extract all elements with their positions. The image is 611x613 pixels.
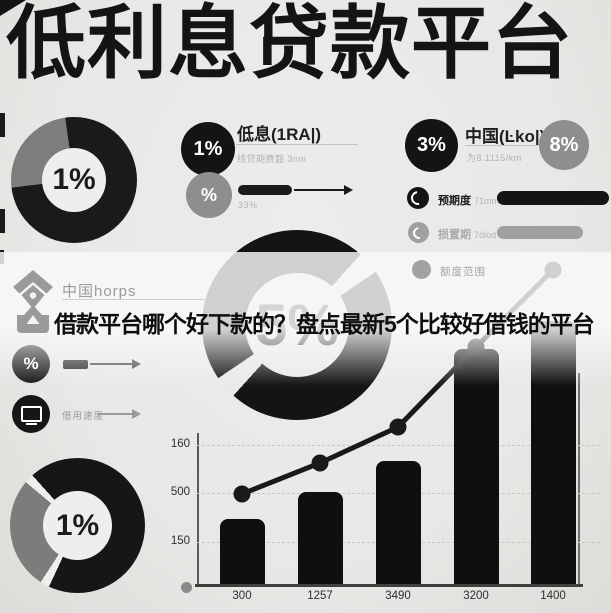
low-interest-subtext: 线贷期费豁 3nm bbox=[237, 154, 307, 164]
percent-badge-value: % bbox=[200, 184, 217, 205]
donut-value: 1% bbox=[55, 508, 100, 542]
bar bbox=[375, 461, 421, 584]
line-dot bbox=[233, 485, 251, 503]
y-tick-label: 500 bbox=[170, 486, 190, 498]
line-dot bbox=[389, 418, 407, 436]
x-tick-label: 3200 bbox=[463, 590, 489, 602]
x-tick-label: 3490 bbox=[385, 590, 411, 602]
y-axis bbox=[197, 433, 199, 585]
banner-title: 借款平台哪个好下款的？盘点最新5个比较好借钱的平台 bbox=[54, 311, 595, 337]
clock-icon bbox=[407, 187, 429, 209]
monitor-badge bbox=[12, 395, 50, 433]
arrow-right-icon bbox=[294, 184, 353, 195]
monitor-icon bbox=[20, 406, 42, 425]
clock-icon-gray bbox=[408, 222, 429, 243]
x-axis bbox=[195, 584, 583, 587]
china-badge-value: 3% bbox=[417, 134, 446, 156]
x-tick-label: 300 bbox=[232, 590, 252, 602]
line-dot bbox=[311, 454, 329, 472]
speed-label: 借用速度 bbox=[62, 411, 105, 422]
y-tick-label: 160 bbox=[170, 438, 190, 450]
donut-hole bbox=[42, 148, 106, 212]
page-title: 低利息贷款平台 bbox=[6, 0, 573, 88]
edge-shape bbox=[0, 209, 5, 233]
row-label-text: 预期度 bbox=[438, 195, 471, 207]
percent-badge-gray: % bbox=[186, 172, 232, 218]
low-interest-heading: 低息(1RA|) bbox=[237, 125, 322, 144]
progress-pill bbox=[238, 185, 292, 195]
rate-badge-black: 1% bbox=[181, 122, 235, 176]
row-label-text: 损置期 bbox=[438, 229, 471, 241]
bar bbox=[219, 519, 265, 584]
donut-hole bbox=[43, 491, 112, 560]
bar bbox=[297, 492, 343, 584]
rate-badge-value: 1% bbox=[193, 137, 223, 160]
row-expected-bar bbox=[497, 191, 609, 205]
brand-name: 中国horps bbox=[62, 283, 137, 300]
x-tick-label: 1257 bbox=[307, 590, 333, 602]
divider bbox=[236, 144, 358, 145]
rate-note: 33% bbox=[238, 200, 258, 210]
quota-label: 额度范围 bbox=[440, 266, 486, 278]
china-badge-gray: 8% bbox=[539, 120, 589, 170]
y-tick-label: 150 bbox=[170, 535, 190, 547]
origin-dot bbox=[181, 582, 192, 593]
china-badge-black: 3% bbox=[405, 119, 458, 172]
china-badge-gray-value: 8% bbox=[549, 133, 579, 156]
row-period-label: 损置期 7diod bbox=[438, 226, 496, 242]
edge-shape bbox=[0, 113, 5, 137]
row-label-sub: 71mm bbox=[474, 196, 500, 206]
china-heading: 中国(Ŀko|) bbox=[465, 127, 546, 146]
donut-bottom-left: 1% bbox=[10, 458, 145, 593]
house-icon bbox=[13, 270, 53, 333]
quota-dot-icon bbox=[412, 260, 431, 279]
brand-divider bbox=[62, 299, 205, 300]
row-expected-label: 预期度 71mm bbox=[438, 192, 499, 208]
china-subtext: 为8.1115/km bbox=[467, 153, 522, 163]
donut-top-left: 1% bbox=[11, 117, 137, 243]
row-period-bar bbox=[497, 226, 583, 239]
row-label-sub: 7diod bbox=[474, 230, 497, 240]
divider bbox=[465, 145, 547, 146]
donut-value: 1% bbox=[52, 163, 96, 196]
right-axis bbox=[578, 373, 580, 585]
arrow-right-icon bbox=[98, 408, 141, 419]
corner-shape bbox=[0, 0, 26, 16]
x-tick-label: 1400 bbox=[540, 590, 566, 602]
